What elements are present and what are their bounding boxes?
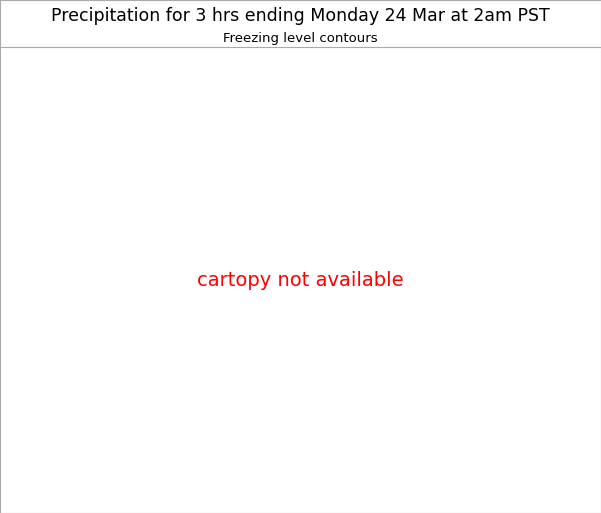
Text: cartopy not available: cartopy not available [197,270,404,290]
Text: Freezing level contours: Freezing level contours [223,32,378,45]
Text: Precipitation for 3 hrs ending Monday 24 Mar at 2am PST: Precipitation for 3 hrs ending Monday 24… [51,7,550,25]
